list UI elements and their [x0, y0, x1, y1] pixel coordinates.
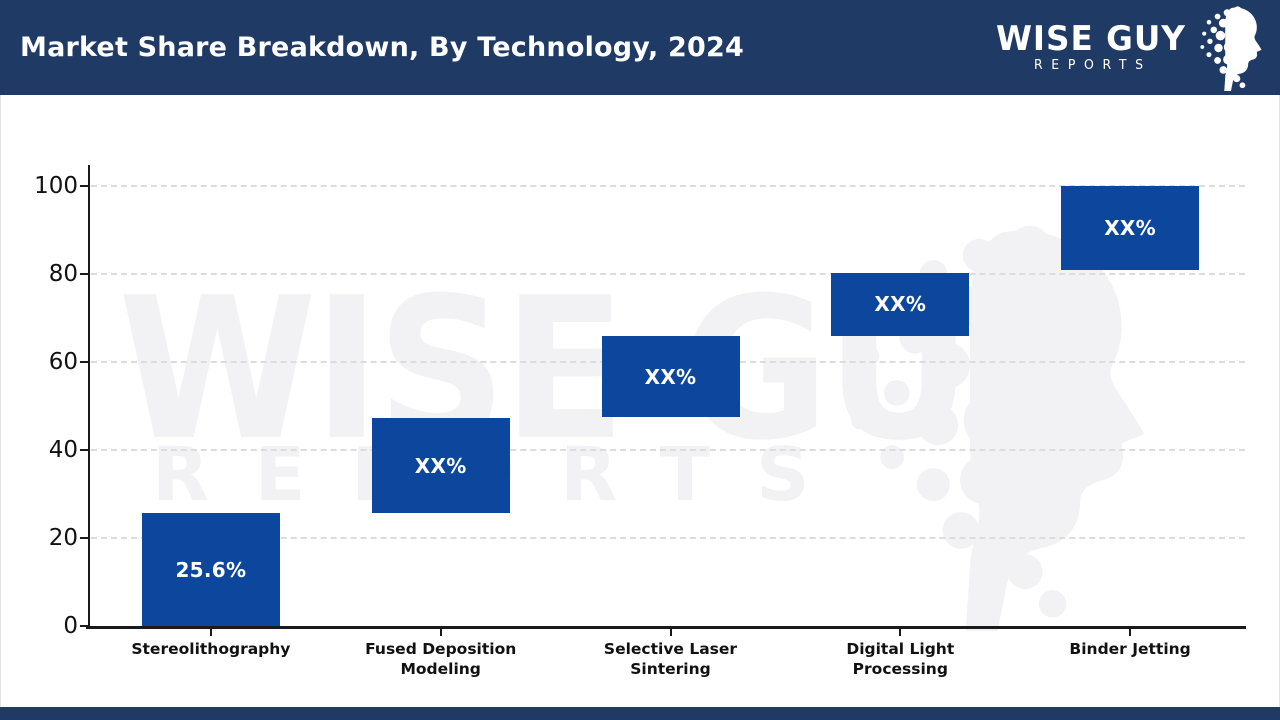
- brand-logo-text: WISE GUY REPORTS: [996, 22, 1186, 73]
- bar-value-label: XX%: [874, 292, 927, 317]
- x-category-label: Stereolithography: [95, 639, 327, 659]
- y-tick-mark: [80, 625, 89, 627]
- x-category-label: Fused Deposition Modeling: [325, 639, 557, 679]
- bar-1: 25.6%: [141, 513, 280, 626]
- bar-5: XX%: [1061, 186, 1200, 271]
- bar-4: XX%: [831, 273, 970, 336]
- x-category-label-line: Selective Laser: [603, 640, 738, 658]
- y-tick-mark: [80, 185, 89, 187]
- x-category-label-line: Stereolithography: [131, 640, 291, 658]
- x-axis-line: [86, 626, 1246, 629]
- header-bar: Market Share Breakdown, By Technology, 2…: [0, 0, 1280, 95]
- y-tick-mark: [80, 537, 89, 539]
- brand-subtitle: REPORTS: [1034, 58, 1152, 73]
- x-tick-mark: [439, 628, 442, 636]
- gridline-y40: [91, 449, 1245, 451]
- y-tick-label: 100: [34, 173, 78, 199]
- x-category-label-line: Modeling: [400, 660, 481, 678]
- y-tick-mark: [80, 361, 89, 363]
- gridline-y100: [91, 185, 1245, 187]
- x-category-label: Selective Laser Sintering: [555, 639, 787, 679]
- bar-value-label: XX%: [644, 364, 697, 389]
- brand-head-icon: [1194, 5, 1266, 91]
- bar-2: XX%: [371, 417, 510, 514]
- bar-value-label: XX%: [414, 453, 467, 478]
- x-tick-mark: [669, 628, 672, 636]
- y-tick-label: 0: [63, 613, 78, 639]
- bar-value-label: XX%: [1104, 216, 1156, 241]
- x-category-label: Binder Jetting: [1014, 639, 1246, 659]
- x-category-label: Digital Light Processing: [784, 639, 1016, 679]
- gridline-y80: [91, 273, 1245, 275]
- y-tick-mark: [80, 273, 89, 275]
- y-tick-label: 60: [48, 349, 78, 375]
- y-tick-label: 80: [48, 261, 78, 287]
- x-category-label-line: Sintering: [630, 660, 711, 678]
- y-tick-label: 40: [48, 437, 78, 463]
- brand-logo: WISE GUY REPORTS: [992, 5, 1280, 91]
- y-axis-line: [88, 165, 90, 628]
- y-tick-label: 20: [48, 525, 78, 551]
- x-tick-mark: [899, 628, 902, 636]
- x-category-label-line: Fused Deposition: [365, 640, 517, 658]
- x-category-label-line: Binder Jetting: [1069, 640, 1191, 658]
- bar-value-label: 25.6%: [175, 557, 247, 582]
- y-tick-mark: [80, 449, 89, 451]
- x-tick-mark: [1129, 628, 1132, 636]
- footer-bar: [0, 707, 1280, 720]
- page-title: Market Share Breakdown, By Technology, 2…: [20, 32, 745, 63]
- brand-name: WISE GUY: [996, 19, 1187, 59]
- x-tick-mark: [209, 628, 212, 636]
- gridline-y20: [91, 537, 1245, 539]
- x-category-label-line: Processing: [852, 660, 948, 678]
- bar-3: XX%: [601, 336, 740, 417]
- x-category-label-line: Digital Light: [846, 640, 955, 658]
